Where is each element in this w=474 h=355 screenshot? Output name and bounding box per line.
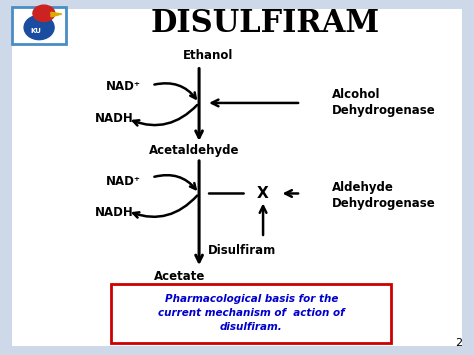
Text: Disulfiram: Disulfiram [208,244,276,257]
Text: Alcohol
Dehydrogenase: Alcohol Dehydrogenase [332,88,436,118]
Ellipse shape [24,15,54,40]
Text: Aldehyde
Dehydrogenase: Aldehyde Dehydrogenase [332,181,436,210]
FancyBboxPatch shape [111,284,391,343]
Text: NAD⁺: NAD⁺ [106,175,141,187]
Text: NAD⁺: NAD⁺ [106,81,141,93]
Text: 2: 2 [455,338,462,348]
Text: X: X [257,186,269,201]
Text: KU: KU [30,28,41,34]
Text: Pharmacological basis for the
current mechanism of  action of
disulfiram.: Pharmacological basis for the current me… [158,294,345,332]
Text: NADH: NADH [94,113,133,125]
Text: NADH: NADH [94,207,133,219]
Text: DISULFIRAM: DISULFIRAM [151,7,380,39]
Circle shape [33,5,55,21]
FancyBboxPatch shape [12,7,66,44]
Text: Acetaldehyde: Acetaldehyde [149,144,239,157]
Text: Acetate: Acetate [155,271,206,283]
Text: Ethanol: Ethanol [183,49,234,61]
Polygon shape [51,12,62,17]
